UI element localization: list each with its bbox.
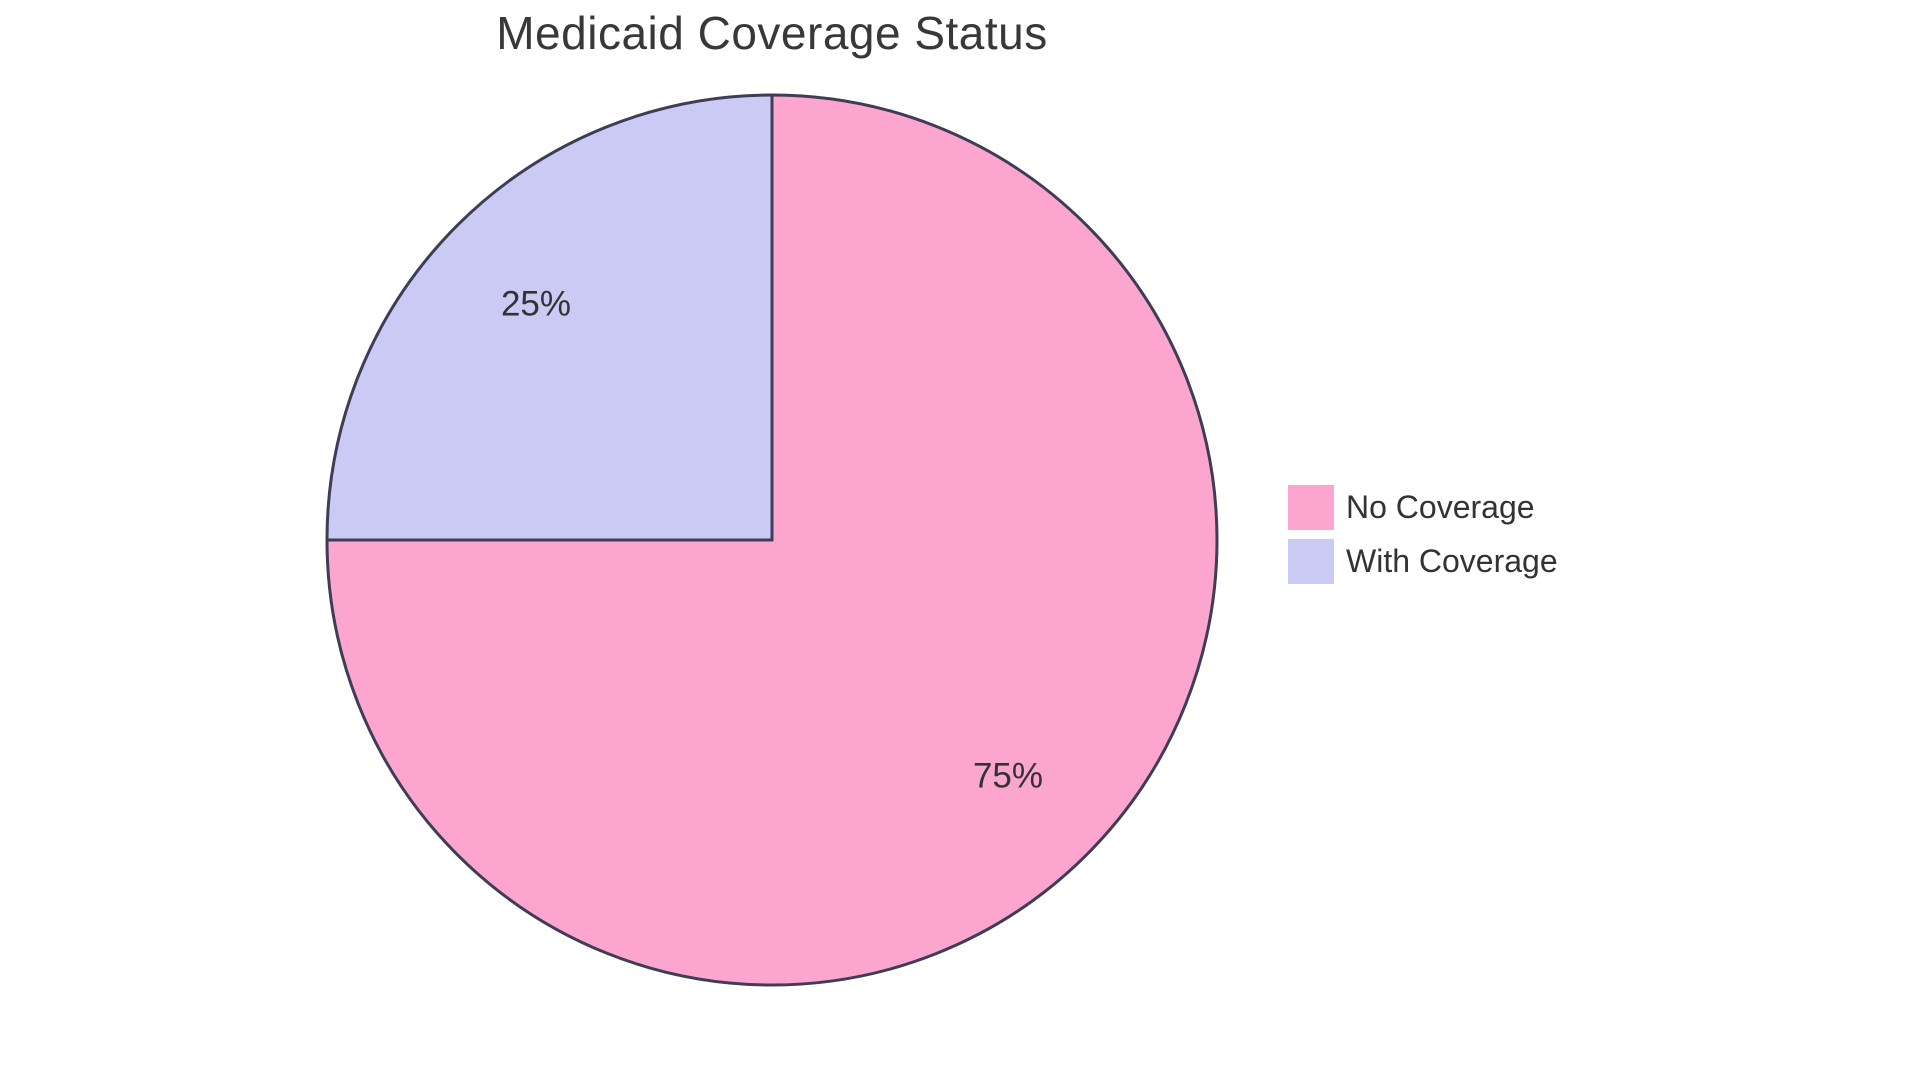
legend-swatch-no-coverage: [1288, 485, 1334, 530]
legend: No Coverage With Coverage: [1288, 485, 1558, 584]
legend-swatch-with-coverage: [1288, 539, 1334, 584]
legend-item-with-coverage[interactable]: With Coverage: [1288, 539, 1558, 584]
pie-percent-label-no-coverage: 75%: [973, 757, 1043, 796]
legend-item-no-coverage[interactable]: No Coverage: [1288, 485, 1558, 530]
pie-percent-label-with-coverage: 25%: [501, 285, 571, 324]
chart-title: Medicaid Coverage Status: [496, 7, 1048, 59]
pie-slice-with-coverage[interactable]: [325, 93, 774, 542]
legend-label-no-coverage: No Coverage: [1346, 488, 1535, 525]
legend-label-with-coverage: With Coverage: [1346, 542, 1558, 579]
